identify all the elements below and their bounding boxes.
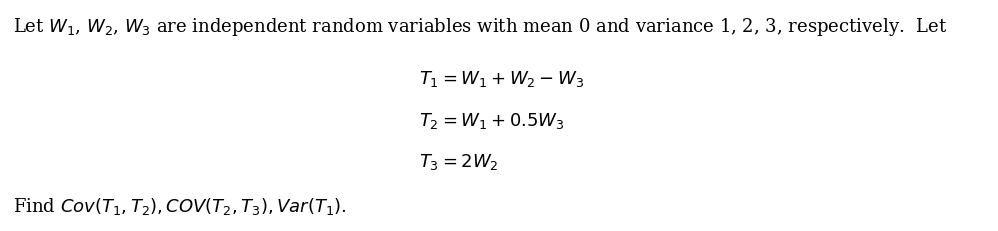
Text: $T_2 =W_1 + 0.5W_3$: $T_2 =W_1 + 0.5W_3$ [419,111,565,131]
Text: $T_1 =W_1 + W_2 - W_3$: $T_1 =W_1 + W_2 - W_3$ [419,69,585,89]
Text: Let $W_1$, $W_2$, $W_3$ are independent random variables with mean 0 and varianc: Let $W_1$, $W_2$, $W_3$ are independent … [13,16,947,38]
Text: $T_3 =2W_2$: $T_3 =2W_2$ [419,152,499,173]
Text: Find $\mathit{Cov}(T_1, T_2), \mathit{COV}(T_2, T_3), \mathit{Var}(T_1)$.: Find $\mathit{Cov}(T_1, T_2), \mathit{CO… [13,196,347,217]
